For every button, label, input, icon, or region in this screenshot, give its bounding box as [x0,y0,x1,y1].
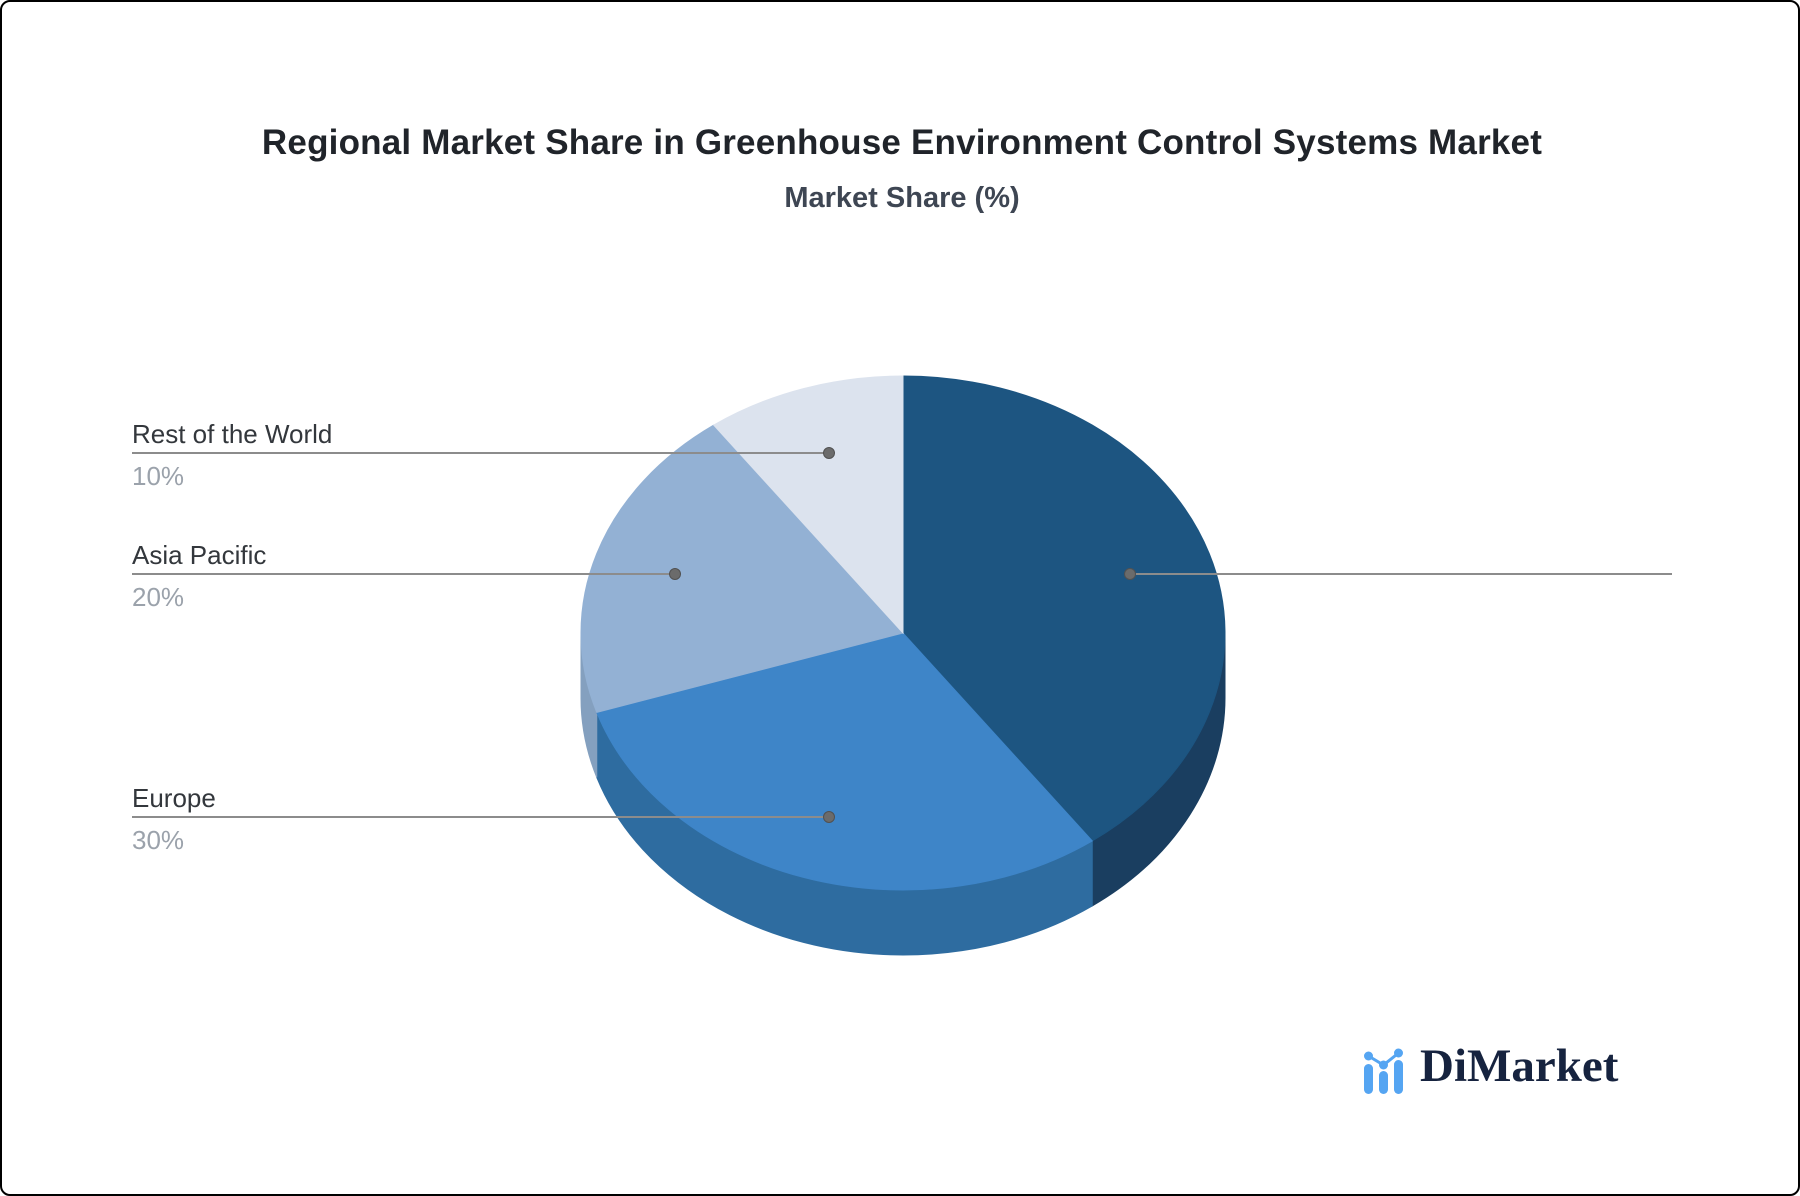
bar-line-chart-icon [1364,1048,1403,1094]
chart-title: Regional Market Share in Greenhouse Envi… [261,123,1543,162]
pie-slice-asia-pacific[interactable] [580,424,904,714]
callout-value: 30% [132,825,185,855]
pie-top-group [580,375,1226,891]
logo-text: DiMarket [1420,1040,1619,1092]
callout-value: 10% [132,461,185,491]
pie-slice-europe[interactable] [596,632,1094,891]
chart-subtitle: Market Share (%) [784,182,1020,214]
leader-dot [1124,568,1136,580]
leader-dot [669,568,681,580]
callout-label: Asia Pacific [132,540,267,570]
leader-dot [823,447,835,459]
pie-slice-north-america[interactable] [902,375,1226,842]
leader-line [132,452,829,454]
callout-label: Europe [132,783,216,813]
leader-dot [823,811,835,823]
leader-line [132,816,829,818]
callout-value: 20% [132,582,185,612]
callout-label: Rest of the World [132,419,333,449]
pie-slice-rest-of-the-world[interactable] [712,375,904,635]
leader-line [1130,573,1672,575]
leader-line [132,573,675,575]
brand-logo: DiMarket [1364,1038,1664,1098]
